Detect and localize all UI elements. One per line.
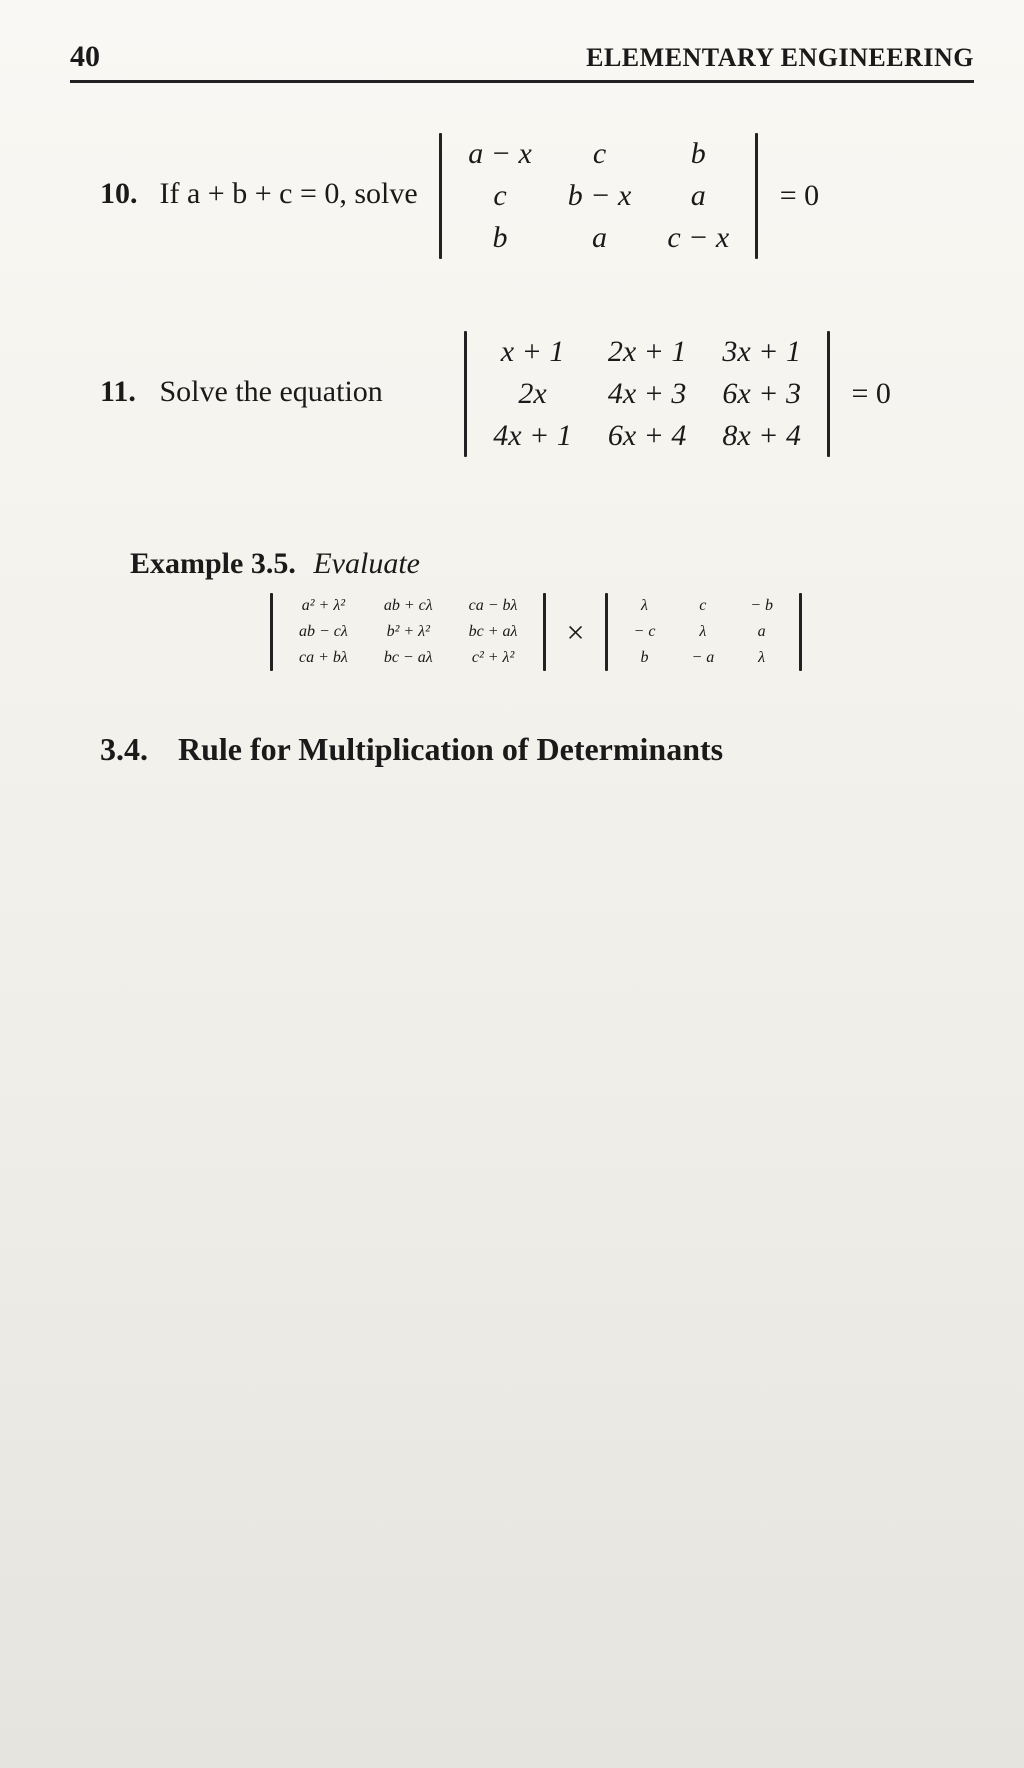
cell: 6x + 3 bbox=[704, 373, 819, 415]
cell: 4x + 3 bbox=[590, 373, 705, 415]
cell: λ bbox=[673, 619, 732, 645]
cell: ca − bλ bbox=[451, 593, 536, 619]
example-label: Example 3.5. bbox=[130, 547, 296, 580]
cell: λ bbox=[616, 593, 674, 619]
cell: x + 1 bbox=[475, 331, 590, 373]
cell: 2x bbox=[475, 373, 590, 415]
det-bar-right bbox=[543, 593, 546, 671]
cell: c² + λ² bbox=[451, 645, 536, 671]
textbook-page: 40 ELEMENTARY ENGINEERING 10. If a + b +… bbox=[0, 0, 1024, 1768]
cell: 3x + 1 bbox=[704, 331, 819, 373]
det-bar-left bbox=[439, 133, 442, 259]
problem-lead: If a + b + c = 0, solve bbox=[160, 177, 418, 210]
cell: c bbox=[450, 175, 550, 217]
problem-10: 10. If a + b + c = 0, solve a − x c b c … bbox=[100, 133, 974, 259]
problem-number: 10. bbox=[100, 177, 152, 211]
cell: − a bbox=[673, 645, 732, 671]
equals-zero: = 0 bbox=[780, 179, 819, 212]
determinant-B: λ c − b − c λ a b − a λ bbox=[605, 593, 803, 671]
cell: c bbox=[673, 593, 732, 619]
determinant-A: a² + λ² ab + cλ ca − bλ ab − cλ b² + λ² … bbox=[270, 593, 546, 671]
book-title: ELEMENTARY ENGINEERING bbox=[586, 43, 974, 73]
section-title-text: Rule for Multiplication of Determinants bbox=[178, 731, 723, 767]
cell: c bbox=[550, 133, 650, 175]
example-expression: a² + λ² ab + cλ ca − bλ ab − cλ b² + λ² … bbox=[270, 593, 974, 671]
cell: ab + cλ bbox=[366, 593, 451, 619]
problem-11: 11. Solve the equation x + 1 2x + 1 3x +… bbox=[100, 319, 974, 487]
cell: ab − cλ bbox=[281, 619, 366, 645]
cell: a bbox=[732, 619, 791, 645]
section-heading: 3.4. Rule for Multiplication of Determin… bbox=[100, 731, 974, 768]
det-bar-right bbox=[755, 133, 758, 259]
cell: − c bbox=[616, 619, 674, 645]
cell: bc + aλ bbox=[451, 619, 536, 645]
det-bar-right bbox=[799, 593, 802, 671]
cell: λ bbox=[732, 645, 791, 671]
section-number: 3.4. bbox=[100, 731, 170, 768]
cell: b − x bbox=[550, 175, 650, 217]
cell: a bbox=[550, 217, 650, 259]
cell: bc − aλ bbox=[366, 645, 451, 671]
times-symbol: × bbox=[566, 614, 584, 650]
cell: 8x + 4 bbox=[704, 415, 819, 457]
page-header: 40 ELEMENTARY ENGINEERING bbox=[70, 40, 974, 83]
cell: ca + bλ bbox=[281, 645, 366, 671]
cell: b² + λ² bbox=[366, 619, 451, 645]
det-bar-left bbox=[464, 331, 467, 457]
matrix: x + 1 2x + 1 3x + 1 2x 4x + 3 6x + 3 4x … bbox=[475, 331, 819, 457]
determinant-p10: a − x c b c b − x a b a c − x bbox=[439, 133, 758, 259]
example-3-5: Example 3.5. Evaluate bbox=[130, 547, 974, 581]
matrix: a² + λ² ab + cλ ca − bλ ab − cλ b² + λ² … bbox=[281, 593, 535, 671]
problem-lead: Solve the equation bbox=[160, 375, 383, 408]
matrix: a − x c b c b − x a b a c − x bbox=[450, 133, 747, 259]
det-bar-left bbox=[605, 593, 608, 671]
cell: − b bbox=[732, 593, 791, 619]
cell: c − x bbox=[649, 217, 747, 259]
det-bar-right bbox=[827, 331, 830, 457]
cell: a bbox=[649, 175, 747, 217]
page-number: 40 bbox=[70, 40, 100, 74]
cell: b bbox=[616, 645, 674, 671]
cell: 6x + 4 bbox=[590, 415, 705, 457]
cell: b bbox=[649, 133, 747, 175]
cell: a − x bbox=[450, 133, 550, 175]
matrix: λ c − b − c λ a b − a λ bbox=[616, 593, 792, 671]
equals-zero: = 0 bbox=[851, 377, 890, 410]
cell: 4x + 1 bbox=[475, 415, 590, 457]
example-verb: Evaluate bbox=[313, 547, 420, 580]
determinant-p11: x + 1 2x + 1 3x + 1 2x 4x + 3 6x + 3 4x … bbox=[464, 331, 830, 457]
det-bar-left bbox=[270, 593, 273, 671]
problem-number: 11. bbox=[100, 375, 152, 409]
cell: b bbox=[450, 217, 550, 259]
cell: a² + λ² bbox=[281, 593, 366, 619]
cell: 2x + 1 bbox=[590, 331, 705, 373]
